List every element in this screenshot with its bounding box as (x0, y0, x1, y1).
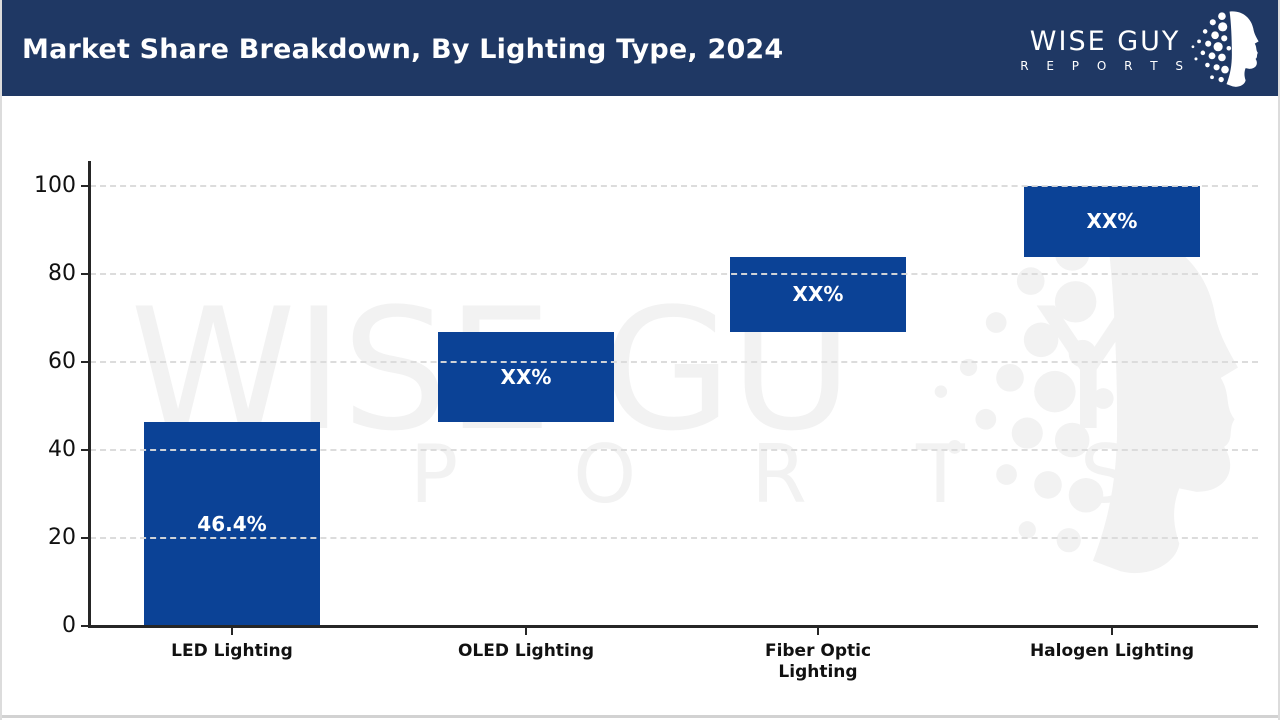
bar-led-lighting: 46.4% (144, 421, 320, 626)
y-axis-line (88, 161, 91, 628)
brand-name: WISE GUY (1029, 25, 1181, 57)
x-axis-line (88, 625, 1258, 628)
x-category-label-2: Fiber Optic Lighting (764, 641, 872, 682)
x-tick-0 (231, 628, 233, 635)
bar-value-label: 46.4% (197, 511, 267, 536)
face-profile-icon (1191, 11, 1259, 87)
x-category-label-3: Halogen Lighting (1029, 641, 1195, 661)
y-tick-60 (81, 361, 88, 363)
bar-halogen-lighting: XX% (1024, 186, 1200, 257)
gridline-y100 (90, 185, 1258, 187)
y-tick-100 (81, 185, 88, 187)
y-tick-40 (81, 449, 88, 451)
y-tick-0 (81, 625, 88, 627)
y-tick-label-100: 100 (34, 173, 76, 198)
gridline-y80 (90, 273, 1258, 275)
watermark-face-profile (934, 231, 1238, 574)
y-tick-20 (81, 537, 88, 539)
y-tick-label-60: 60 (48, 349, 76, 374)
x-tick-2 (817, 628, 819, 635)
y-tick-label-80: 80 (48, 261, 76, 286)
bar-oled-lighting: XX% (438, 332, 614, 422)
gridline-y60 (90, 361, 1258, 363)
brand-logo-text: WISE GUY R E P O R T S (1020, 26, 1190, 73)
brand-logo: WISE GUY R E P O R T S (1020, 6, 1268, 92)
bar-fiber-optic-lighting: XX% (730, 256, 906, 333)
x-tick-3 (1111, 628, 1113, 635)
x-category-label-1: OLED Lighting (457, 641, 595, 661)
y-tick-80 (81, 273, 88, 275)
x-tick-1 (525, 628, 527, 635)
gridline-y40 (90, 449, 1258, 451)
page-title: Market Share Breakdown, By Lighting Type… (22, 34, 784, 65)
footer-divider (2, 715, 1278, 718)
y-tick-label-40: 40 (48, 437, 76, 462)
bar-value-label: XX% (1086, 209, 1138, 234)
bar-value-label: XX% (792, 282, 844, 307)
brand-subtitle: R E P O R T S (1020, 58, 1190, 73)
header-bar: Market Share Breakdown, By Lighting Type… (2, 0, 1278, 96)
gridline-y20 (90, 537, 1258, 539)
x-category-label-0: LED Lighting (171, 641, 293, 661)
y-tick-label-0: 0 (62, 613, 76, 638)
bar-value-label: XX% (500, 364, 552, 389)
y-tick-label-20: 20 (48, 525, 76, 550)
